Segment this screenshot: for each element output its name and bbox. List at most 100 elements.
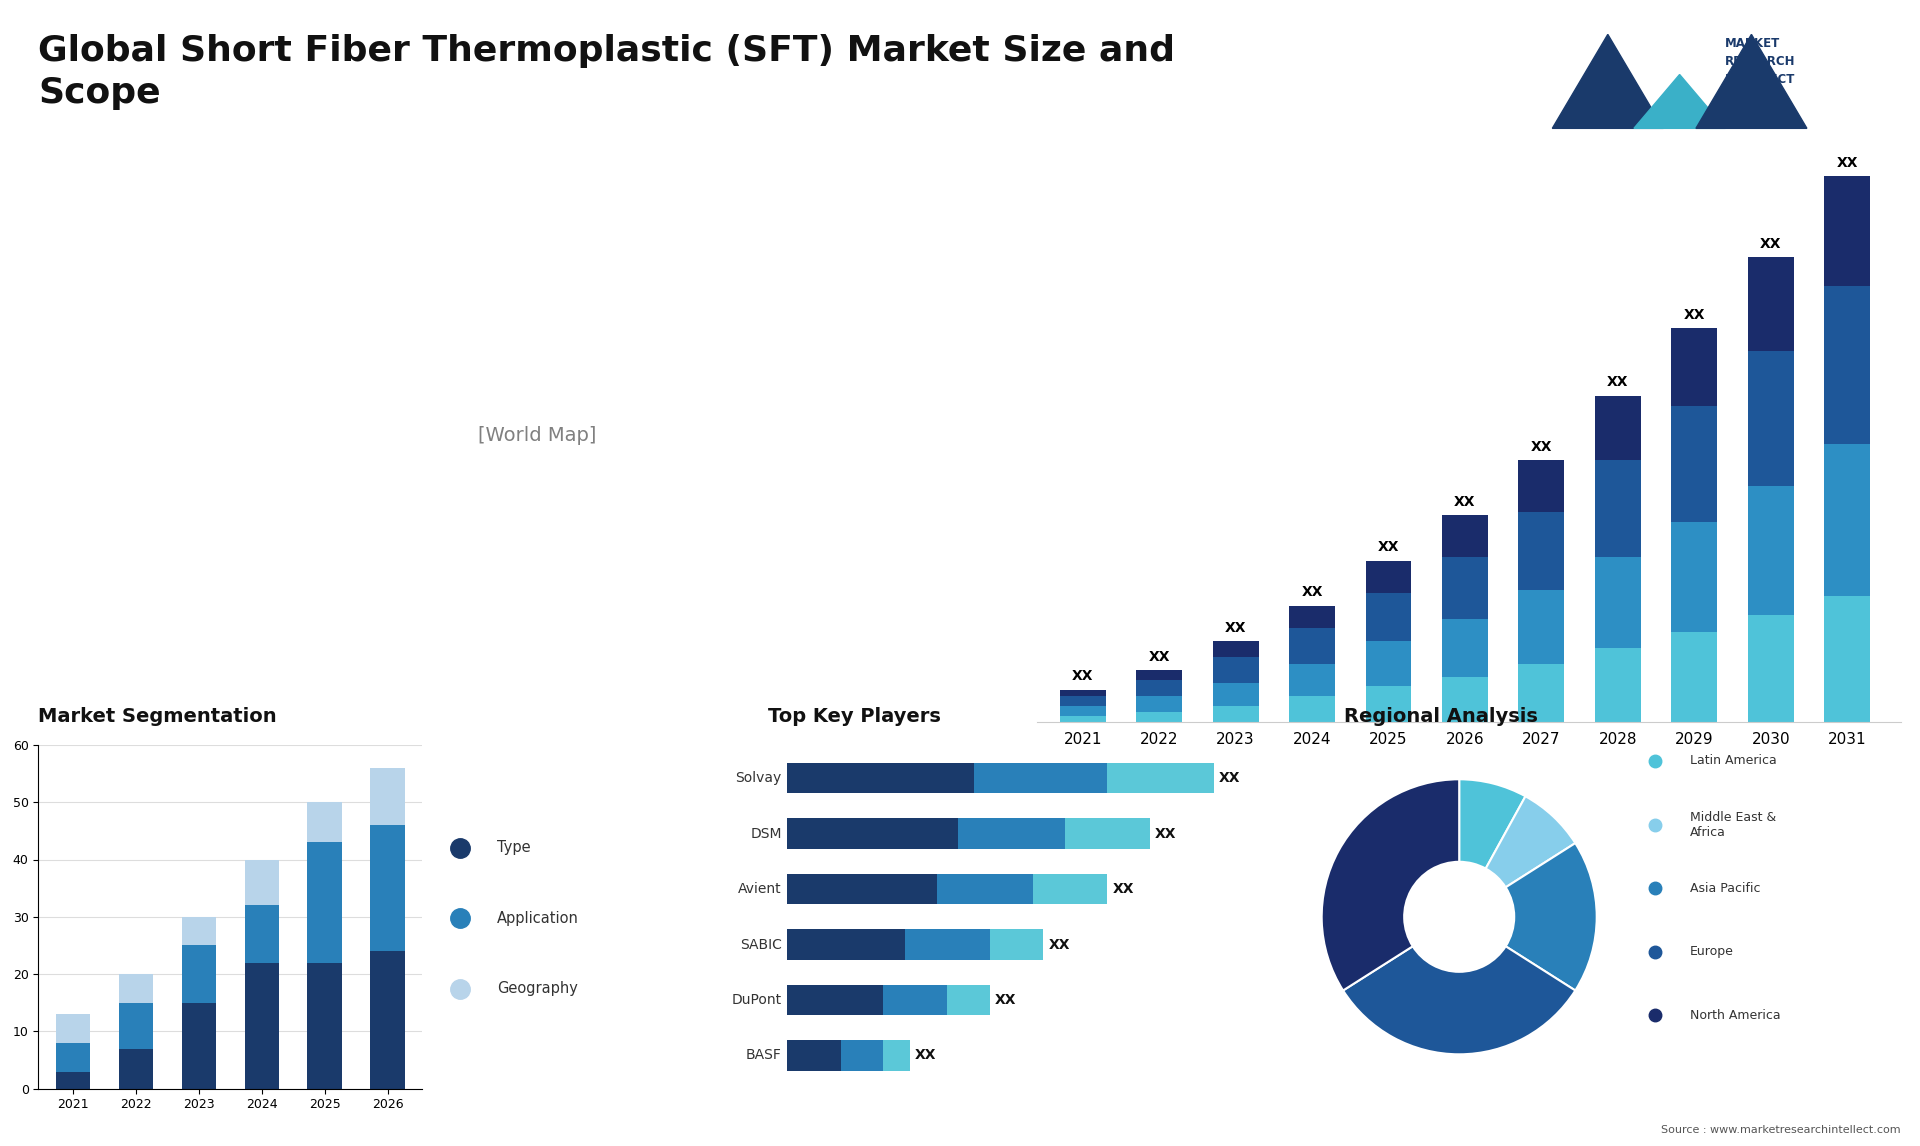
Bar [1060,715,1106,722]
Text: DSM: DSM [751,826,781,841]
Bar [244,905,278,963]
Text: DuPont: DuPont [732,992,781,1007]
Bar [1596,395,1642,461]
Bar [307,963,342,1089]
Bar [787,818,958,849]
Text: XX: XX [1302,586,1323,599]
Bar [1365,642,1411,686]
Text: Asia Pacific: Asia Pacific [1690,881,1761,895]
Text: Europe: Europe [1690,945,1734,958]
Bar [182,945,217,1003]
Bar [1519,664,1565,722]
Bar [947,984,991,1015]
Text: Geography: Geography [497,981,578,996]
Bar [371,825,405,951]
Bar [1213,658,1258,683]
Text: Top Key Players: Top Key Players [768,707,941,725]
Bar [1442,619,1488,677]
Polygon shape [1551,34,1663,128]
Bar [1288,606,1334,628]
Bar [1519,512,1565,589]
Bar [1824,176,1870,286]
Bar [1288,664,1334,696]
Text: Regional Analysis: Regional Analysis [1344,707,1538,725]
Text: Solvay: Solvay [735,771,781,785]
Text: XX: XX [916,1049,937,1062]
Text: Type: Type [497,840,530,855]
Bar [1108,763,1213,793]
Text: Avient: Avient [739,882,781,896]
Bar [973,763,1108,793]
Text: Application: Application [497,911,578,926]
Bar [1824,286,1870,445]
Bar [1596,461,1642,557]
Bar [371,768,405,825]
Bar [1442,516,1488,557]
Bar [1442,677,1488,722]
Bar [1596,557,1642,647]
Text: XX: XX [1379,540,1400,554]
Bar [371,951,405,1089]
Bar [883,1041,910,1070]
Text: XX: XX [1219,771,1240,785]
Text: XX: XX [1684,307,1705,322]
Bar [1747,351,1793,486]
Bar [1213,706,1258,722]
Bar [1596,647,1642,722]
Text: XX: XX [1530,440,1551,454]
Bar [1365,592,1411,642]
Bar [883,984,947,1015]
Bar [1060,706,1106,715]
Text: XX: XX [1225,621,1246,635]
Text: XX: XX [1148,650,1169,664]
Bar [1137,713,1183,722]
Wedge shape [1505,843,1597,990]
Bar [56,1043,90,1072]
Bar [991,929,1043,959]
Bar [1060,696,1106,706]
Text: Middle East &
Africa: Middle East & Africa [1690,810,1776,839]
Text: XX: XX [1837,156,1859,170]
Text: XX: XX [1607,376,1628,390]
Wedge shape [1459,779,1526,869]
Wedge shape [1321,779,1459,990]
Text: Latin America: Latin America [1690,754,1776,768]
Bar [937,873,1033,904]
Text: XX: XX [1048,937,1069,951]
Bar [56,1072,90,1089]
Bar [1137,680,1183,696]
Polygon shape [1634,74,1726,128]
Bar [787,1041,841,1070]
Bar [1672,631,1716,722]
Bar [1747,615,1793,722]
Bar [1824,445,1870,596]
Text: XX: XX [1112,882,1135,896]
Bar [1288,628,1334,664]
Bar [1137,696,1183,713]
Bar [1033,873,1108,904]
Bar [1213,642,1258,658]
Bar [119,974,154,1003]
Text: North America: North America [1690,1008,1780,1022]
Bar [1747,486,1793,615]
Wedge shape [1486,796,1574,887]
Bar [244,963,278,1089]
Bar [119,1003,154,1049]
Bar [787,873,937,904]
Text: BASF: BASF [747,1049,781,1062]
Bar [1365,686,1411,722]
Bar [119,1049,154,1089]
Bar [1519,589,1565,664]
Bar [787,763,973,793]
Text: Global Short Fiber Thermoplastic (SFT) Market Size and
Scope: Global Short Fiber Thermoplastic (SFT) M… [38,34,1175,110]
Wedge shape [1344,947,1574,1054]
Bar [904,929,991,959]
Bar [307,802,342,842]
Bar [1672,328,1716,406]
Bar [787,929,904,959]
Bar [958,818,1064,849]
Bar [1288,696,1334,722]
Bar [1672,406,1716,521]
Bar [1747,257,1793,351]
Text: Source : www.marketresearchintellect.com: Source : www.marketresearchintellect.com [1661,1124,1901,1135]
